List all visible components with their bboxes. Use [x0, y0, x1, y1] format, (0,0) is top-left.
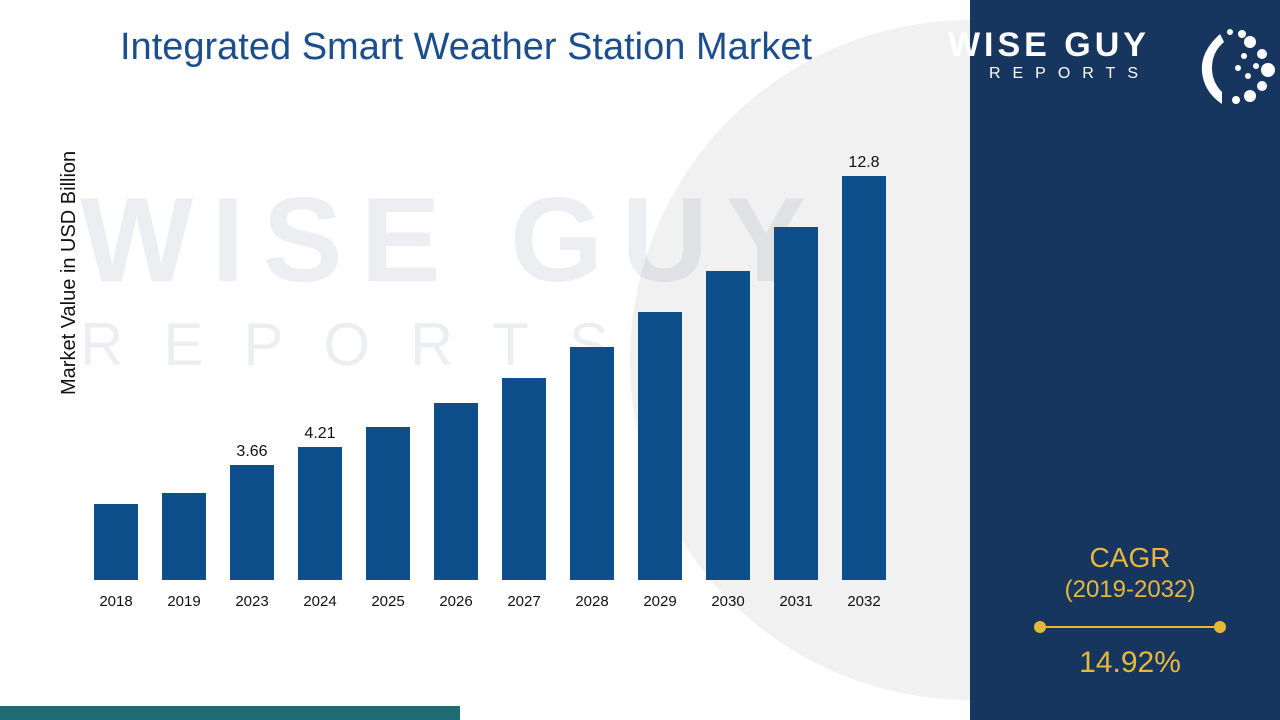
logo-head-icon — [1190, 22, 1280, 112]
bar-rect — [570, 347, 614, 580]
x-tick-label: 2024 — [290, 593, 350, 610]
infographic-stage: WISE GUY REPORTS Integrated Smart Weathe… — [0, 0, 1280, 720]
bar-rect — [502, 378, 546, 580]
bar: 3.66 — [230, 443, 274, 580]
x-tick-label: 2030 — [698, 593, 758, 610]
cagr-block: CAGR (2019-2032) 14.92% — [980, 542, 1280, 680]
bar-chart: 3.664.2112.8 201820192023202420252026202… — [90, 150, 910, 610]
x-tick-label: 2027 — [494, 593, 554, 610]
logo-line2: REPORTS — [948, 66, 1150, 82]
logo-line1: WISE GUY — [948, 28, 1150, 62]
bar: 4.21 — [298, 425, 342, 580]
bar-rect — [366, 427, 410, 580]
x-tick-label: 2023 — [222, 593, 282, 610]
bar-rect — [434, 403, 478, 580]
brand-logo: WISE GUY REPORTS — [948, 28, 1150, 82]
bar — [502, 378, 546, 580]
bar — [434, 403, 478, 580]
cagr-label: CAGR — [980, 542, 1280, 574]
x-tick-label: 2032 — [834, 593, 894, 610]
x-tick-label: 2029 — [630, 593, 690, 610]
x-tick-label: 2026 — [426, 593, 486, 610]
chart-title: Integrated Smart Weather Station Market — [120, 26, 812, 70]
bar — [162, 493, 206, 580]
x-tick-label: 2031 — [766, 593, 826, 610]
bar — [366, 427, 410, 580]
cagr-divider — [1040, 626, 1220, 628]
bar-rect — [774, 227, 818, 580]
bar — [94, 504, 138, 580]
bar-value-label: 4.21 — [304, 425, 335, 443]
x-tick-label: 2018 — [86, 593, 146, 610]
y-axis-label: Market Value in USD Billion — [58, 151, 81, 395]
bar-rect — [94, 504, 138, 580]
bar — [570, 347, 614, 580]
bar — [774, 227, 818, 580]
bar-rect — [298, 447, 342, 580]
bar — [638, 312, 682, 580]
x-tick-label: 2028 — [562, 593, 622, 610]
bar: 12.8 — [842, 154, 886, 580]
bar-rect — [638, 312, 682, 580]
bar-rect — [842, 176, 886, 580]
x-tick-label: 2019 — [154, 593, 214, 610]
x-tick-label: 2025 — [358, 593, 418, 610]
cagr-range: (2019-2032) — [980, 576, 1280, 604]
bar-rect — [230, 465, 274, 580]
bar-value-label: 12.8 — [848, 154, 879, 172]
x-axis-labels: 2018201920232024202520262027202820292030… — [90, 586, 910, 610]
bottom-accent-strip — [0, 706, 460, 720]
cagr-value: 14.92% — [980, 646, 1280, 680]
bar-rect — [706, 271, 750, 580]
bar-rect — [162, 493, 206, 580]
bar — [706, 271, 750, 580]
bar-series: 3.66 4.21 12.8 — [90, 150, 910, 580]
bar-value-label: 3.66 — [236, 443, 267, 461]
